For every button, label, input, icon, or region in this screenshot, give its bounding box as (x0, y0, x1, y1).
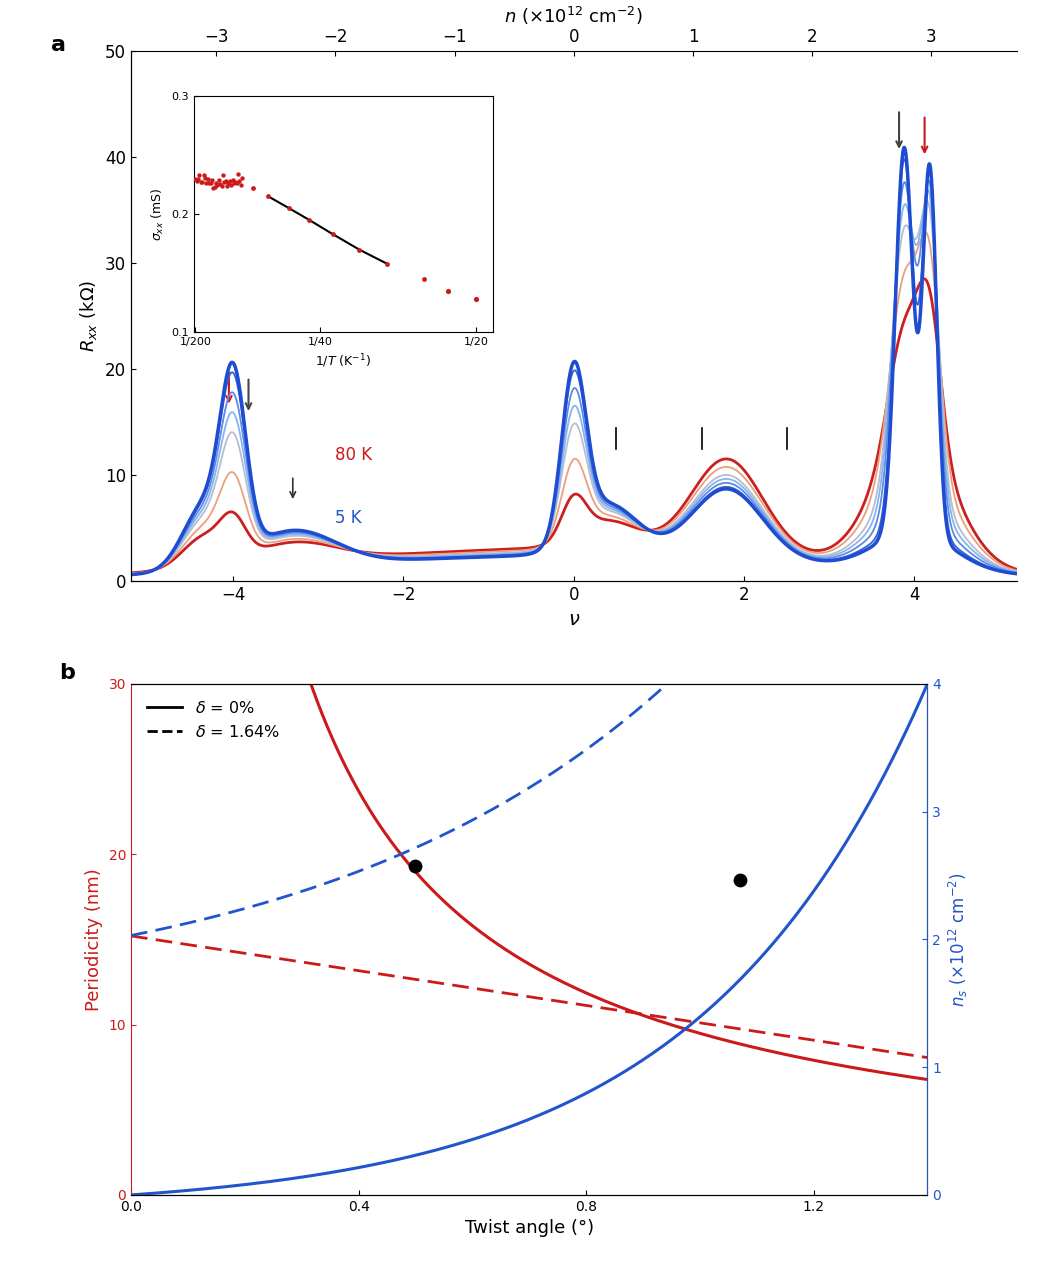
Point (202, 173, 219, 193)
Point (225, 173, 242, 193)
Text: a: a (51, 36, 66, 55)
Point (281, 198, 298, 219)
Point (407, 856, 423, 877)
Point (416, 268, 433, 289)
Point (231, 171, 247, 192)
Point (230, 164, 246, 184)
Point (194, 171, 211, 192)
Point (325, 224, 342, 244)
Point (227, 171, 244, 192)
Point (199, 169, 216, 189)
Point (193, 171, 210, 192)
Point (215, 165, 232, 185)
Y-axis label: $n_s$ ($\times$10$^{12}$ cm$^{-2}$): $n_s$ ($\times$10$^{12}$ cm$^{-2}$) (946, 872, 969, 1007)
Point (208, 173, 224, 193)
Point (732, 869, 748, 889)
X-axis label: Twist angle (°): Twist angle (°) (464, 1219, 594, 1237)
Point (234, 167, 250, 188)
Point (351, 239, 368, 259)
Point (189, 171, 205, 192)
Text: b: b (60, 663, 75, 684)
Point (195, 165, 212, 185)
Y-axis label: $R_{xx}$ (k$\Omega$): $R_{xx}$ (k$\Omega$) (79, 280, 100, 353)
Point (220, 173, 237, 193)
Point (211, 170, 227, 190)
Point (217, 170, 234, 190)
X-axis label: $\nu$: $\nu$ (568, 610, 580, 629)
Text: 5 K: 5 K (335, 509, 362, 527)
Point (198, 173, 215, 193)
X-axis label: $n$ ($\times$10$^{12}$ cm$^{-2}$): $n$ ($\times$10$^{12}$ cm$^{-2}$) (504, 5, 643, 27)
Point (228, 173, 245, 193)
Point (206, 178, 223, 198)
Text: 80 K: 80 K (335, 446, 372, 464)
Point (245, 178, 262, 198)
Point (439, 281, 456, 302)
Point (191, 165, 208, 185)
Point (201, 173, 218, 193)
Point (203, 170, 220, 190)
Y-axis label: Periodicity (nm): Periodicity (nm) (85, 868, 103, 1011)
Point (213, 176, 230, 197)
Point (301, 210, 318, 230)
Point (212, 174, 228, 194)
Point (224, 169, 241, 189)
Point (204, 178, 221, 198)
Y-axis label: $\sigma_{xx}$ (mS): $\sigma_{xx}$ (mS) (150, 188, 166, 240)
Point (187, 169, 203, 189)
Legend: $\delta$ = 0%, $\delta$ = 1.64%: $\delta$ = 0%, $\delta$ = 1.64% (139, 691, 288, 748)
Point (221, 170, 238, 190)
Point (216, 171, 233, 192)
Point (378, 253, 395, 273)
Point (197, 167, 214, 188)
Point (219, 176, 236, 197)
Point (223, 175, 240, 196)
Point (190, 169, 206, 189)
Point (209, 175, 225, 196)
Point (260, 187, 277, 207)
Point (233, 175, 249, 196)
X-axis label: $1/T$ (K$^{-1}$): $1/T$ (K$^{-1}$) (315, 353, 371, 371)
Point (467, 289, 484, 309)
